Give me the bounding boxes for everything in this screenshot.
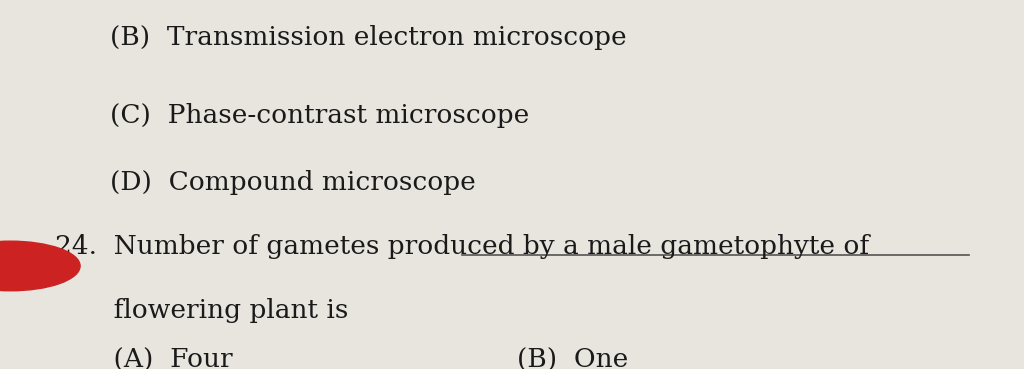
Circle shape [0,241,80,291]
Text: (D)  Compound microscope: (D) Compound microscope [110,170,475,195]
Text: (B)  Transmission electron microscope: (B) Transmission electron microscope [110,25,627,50]
Text: (C)  Phase-contrast microscope: (C) Phase-contrast microscope [110,103,529,128]
Text: (A)  Four: (A) Four [80,348,232,369]
Text: (B)  One: (B) One [517,348,629,369]
Text: 24.  Number of gametes produced by a male gametophyte of: 24. Number of gametes produced by a male… [55,234,869,259]
Text: flowering plant is: flowering plant is [55,298,348,323]
